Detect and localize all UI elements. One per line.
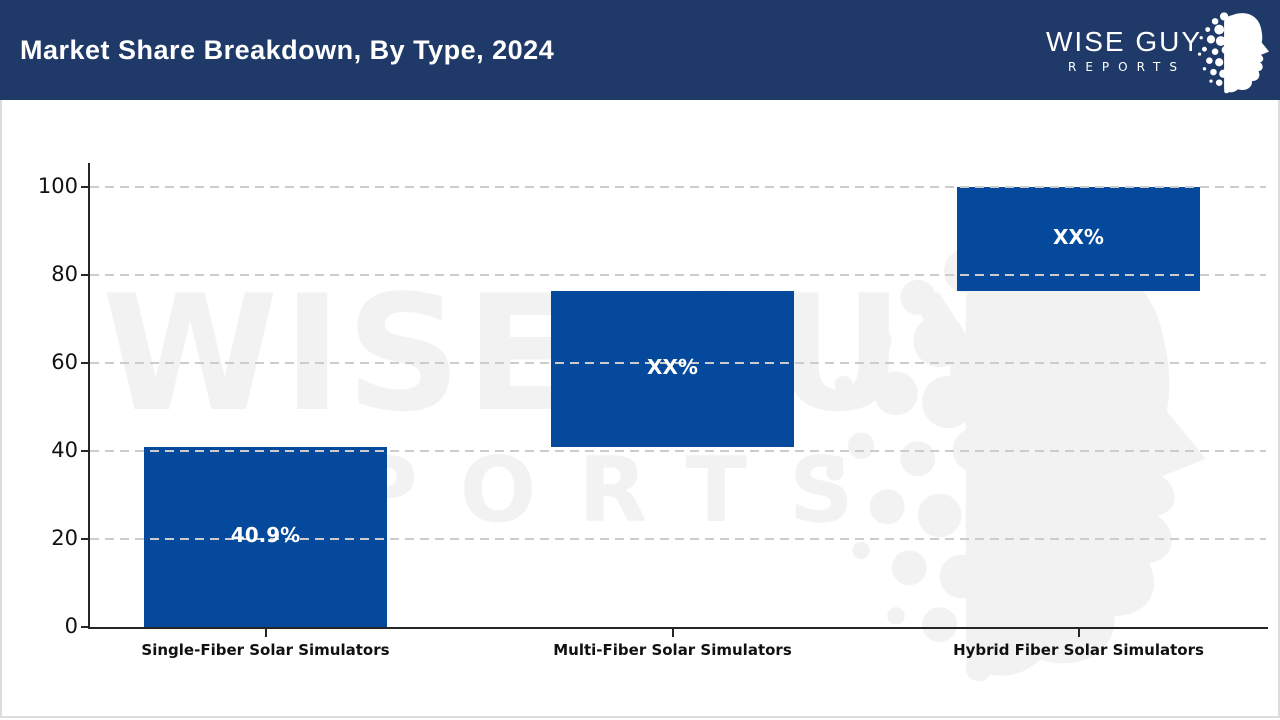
- x-tickmark-1: [264, 629, 267, 637]
- gridline-60: [90, 362, 1266, 364]
- watermark-head-icon: [826, 249, 1206, 682]
- gridline-20: [90, 538, 1266, 540]
- bar-3: [957, 187, 1200, 291]
- x-category-label: Multi-Fiber Solar Simulators: [553, 641, 792, 659]
- y-axis-tick-label: 80: [51, 262, 78, 286]
- y-axis-tick-label: 20: [51, 526, 78, 550]
- gridline-40: [90, 450, 1266, 452]
- brand-wordmark-line2: REPORTS: [1067, 60, 1186, 74]
- y-axis-tick-label: 0: [64, 614, 78, 638]
- x-category-label: Hybrid Fiber Solar Simulators: [953, 641, 1204, 659]
- page-title: Market Share Breakdown, By Type, 2024: [20, 34, 555, 65]
- y-tickmark-80: [81, 274, 90, 276]
- bar-value-label: 40.9%: [230, 523, 301, 548]
- y-tickmark-20: [81, 538, 90, 540]
- brand-wordmark-line1: WISE GUY: [1045, 26, 1202, 57]
- bar-2: [551, 290, 794, 448]
- y-tickmark-40: [81, 450, 90, 452]
- wiseguy-head-icon: [1197, 12, 1270, 94]
- brand-wordmark: WISE GUY REPORTS: [1046, 26, 1202, 74]
- gridline-80: [90, 274, 1266, 276]
- x-tickmark-3: [1077, 629, 1080, 637]
- y-tickmark-0: [81, 626, 90, 628]
- gridline-100: [90, 186, 1266, 188]
- bar-value-label: XX%: [1053, 224, 1104, 249]
- y-axis-tick-label: 40: [51, 438, 78, 462]
- x-category-label: Single-Fiber Solar Simulators: [141, 641, 390, 659]
- bar-1: [144, 447, 387, 627]
- chart-area: WISE GUY REPORTS 0 20 40 60 80 100 40.9% XX% XX%…: [0, 100, 1280, 718]
- x-axis-spine: [88, 627, 1268, 629]
- brand-logo: WISE GUY REPORTS: [1046, 5, 1280, 95]
- header-bar: Market Share Breakdown, By Type, 2024 WI…: [0, 0, 1280, 100]
- y-axis-spine: [88, 163, 90, 629]
- y-tickmark-60: [81, 362, 90, 364]
- y-tickmark-100: [81, 186, 90, 188]
- y-axis-tick-label: 100: [37, 174, 78, 198]
- bar-value-label: XX%: [647, 354, 698, 379]
- y-axis-tick-label: 60: [51, 350, 78, 374]
- x-tickmark-2: [671, 629, 674, 637]
